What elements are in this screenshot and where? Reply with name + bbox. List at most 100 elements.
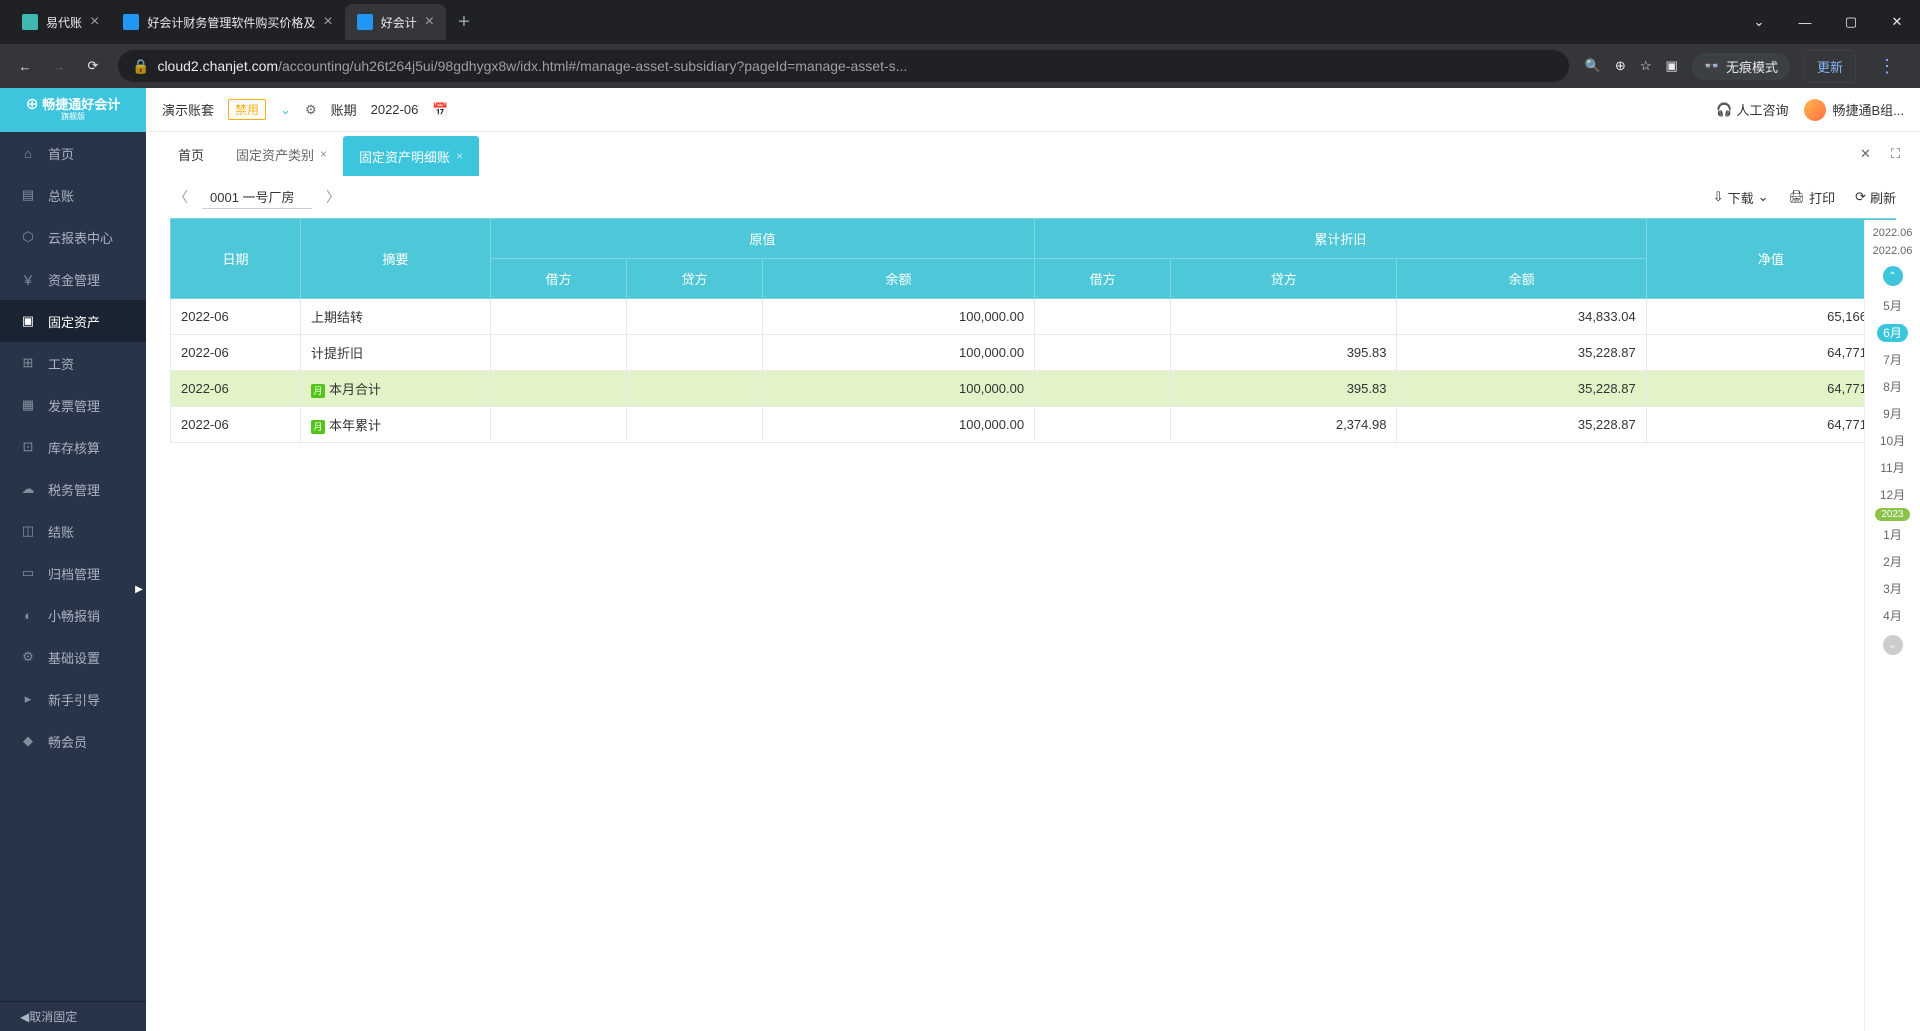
sidebar-item-税务管理[interactable]: ☁税务管理 xyxy=(0,468,146,510)
more-icon[interactable]: ⋮ xyxy=(1870,56,1904,77)
menu-label: 结账 xyxy=(48,522,74,541)
sidebar-item-归档管理[interactable]: ▭归档管理 xyxy=(0,552,146,594)
refresh-button[interactable]: ⟳ 刷新 xyxy=(1855,188,1896,207)
bookmark-icon[interactable]: ☆ xyxy=(1640,58,1652,74)
rail-month[interactable]: 10月 xyxy=(1877,427,1908,454)
menu-label: 归档管理 xyxy=(48,564,100,583)
user-menu[interactable]: 畅捷通B组... xyxy=(1804,99,1904,121)
forward-button[interactable]: → xyxy=(42,51,76,82)
maximize-button[interactable]: ▢ xyxy=(1828,0,1874,44)
reload-button[interactable]: ⟳ xyxy=(76,50,110,82)
browser-tab[interactable]: 好会计财务管理软件购买价格及 × xyxy=(111,4,344,40)
sidebar-item-库存核算[interactable]: ⊡库存核算 xyxy=(0,426,146,468)
rail-month[interactable]: 6月 xyxy=(1877,319,1908,346)
fullscreen-icon[interactable]: ⛶ xyxy=(1887,142,1904,166)
sidebar-item-固定资产[interactable]: ▣固定资产 xyxy=(0,300,146,342)
extension-icon[interactable]: ▣ xyxy=(1665,58,1677,74)
url-domain: cloud2.chanjet.com xyxy=(157,58,278,74)
pin-toggle[interactable]: ◀ 取消固定 xyxy=(0,1001,146,1031)
logo[interactable]: ⊕ 畅捷通好会计 旗舰版 xyxy=(0,88,146,132)
close-window-button[interactable]: ✕ xyxy=(1874,0,1920,44)
asset-select[interactable]: 0001 一号厂房 xyxy=(202,185,312,209)
logo-main: ⊕ 畅捷通好会计 xyxy=(26,98,121,112)
table-row[interactable]: 2022-06 月本月合计 100,000.00 395.83 35,228.8… xyxy=(171,371,1896,407)
table-container: 日期 摘要 原值 累计折旧 净值 借方 贷方 余额 借方 贷方 余额 xyxy=(146,218,1920,1031)
rail-month[interactable]: 9月 xyxy=(1877,400,1908,427)
table-row[interactable]: 2022-06 计提折旧 100,000.00 395.83 35,228.87… xyxy=(171,335,1896,371)
account-selector[interactable]: 演示账套 xyxy=(162,100,214,119)
next-asset-button[interactable]: 〉 xyxy=(322,183,344,211)
sidebar-item-小畅报销[interactable]: ◐小畅报销 xyxy=(0,594,146,636)
sidebar-item-资金管理[interactable]: ￥资金管理 xyxy=(0,258,146,300)
tab-close-icon[interactable]: × xyxy=(323,13,332,31)
tag-dropdown-icon[interactable]: ⌄ xyxy=(280,102,291,118)
chevron-down-icon[interactable]: ⌄ xyxy=(1736,0,1782,44)
update-button[interactable]: 更新 xyxy=(1804,50,1856,83)
download-button[interactable]: ⇩ 下载 ⌄ xyxy=(1713,188,1769,207)
menu-label: 税务管理 xyxy=(48,480,100,499)
summary-badge-icon: 月 xyxy=(311,384,325,398)
url-path: /accounting/uh26t264j5ui/98gdhygx8w/idx.… xyxy=(278,58,907,74)
page-tab-close-icon[interactable]: × xyxy=(320,147,327,161)
sidebar: ⊕ 畅捷通好会计 旗舰版 ⌂ 首页 ▤总账⬡云报表中心￥资金管理▣固定资产⊞工资▦发… xyxy=(0,88,146,1031)
rail-month[interactable]: 2月 xyxy=(1883,548,1902,575)
rail-month[interactable]: 11月 xyxy=(1877,454,1908,481)
page-tab-close-icon[interactable]: × xyxy=(456,149,463,163)
print-button[interactable]: 🖨 打印 xyxy=(1789,188,1836,207)
rail-scroll-up[interactable]: ⌃ xyxy=(1883,266,1903,286)
page-tab[interactable]: 固定资产类别× xyxy=(220,132,343,176)
sidebar-item-新手引导[interactable]: ▸新手引导 xyxy=(0,678,146,720)
user-name: 畅捷通B组... xyxy=(1832,100,1904,119)
cell-dep-balance: 35,228.87 xyxy=(1397,335,1646,371)
sidebar-item-工资[interactable]: ⊞工资 xyxy=(0,342,146,384)
menu-icon: ▤ xyxy=(20,187,36,203)
rail-year[interactable]: 2022.06 xyxy=(1873,242,1913,260)
rail-month[interactable]: 7月 xyxy=(1877,346,1908,373)
rail-month[interactable]: 5月 xyxy=(1877,292,1908,319)
new-tab-button[interactable]: + xyxy=(446,11,482,34)
cell-summary: 计提折旧 xyxy=(301,335,491,371)
rail-month[interactable]: 3月 xyxy=(1883,575,1902,602)
rail-month[interactable]: 4月 xyxy=(1883,602,1902,629)
calendar-icon[interactable]: 📅 xyxy=(432,102,448,118)
tab-title: 好会计财务管理软件购买价格及 xyxy=(147,14,315,31)
page-tab[interactable]: 首页 xyxy=(162,132,220,176)
consult-button[interactable]: 🎧 人工咨询 xyxy=(1716,100,1788,119)
browser-tab[interactable]: 易代账 × xyxy=(10,4,111,40)
back-button[interactable]: ← xyxy=(8,51,42,82)
url-input[interactable]: 🔒 cloud2.chanjet.com /accounting/uh26t26… xyxy=(118,50,1569,82)
search-icon[interactable]: 🔍 xyxy=(1585,58,1601,74)
gear-icon[interactable]: ⚙ xyxy=(305,102,317,118)
sidebar-item-畅会员[interactable]: ◆畅会员 xyxy=(0,720,146,762)
logo-sub: 旗舰版 xyxy=(61,113,85,122)
table-row[interactable]: 2022-06 上期结转 100,000.00 34,833.04 65,166… xyxy=(171,299,1896,335)
sidebar-item-发票管理[interactable]: ▦发票管理 xyxy=(0,384,146,426)
sidebar-collapse-handle[interactable]: ▶ xyxy=(134,560,144,620)
tab-close-icon[interactable]: × xyxy=(425,13,434,31)
sidebar-item-总账[interactable]: ▤总账 xyxy=(0,174,146,216)
refresh-label: 刷新 xyxy=(1870,188,1896,207)
rail-month[interactable]: 8月 xyxy=(1877,373,1908,400)
translate-icon[interactable]: ⊕ xyxy=(1615,58,1626,74)
rail-month[interactable]: 1月 xyxy=(1883,521,1902,548)
sidebar-item-基础设置[interactable]: ⚙基础设置 xyxy=(0,636,146,678)
minimize-button[interactable]: — xyxy=(1782,0,1828,44)
page-tab[interactable]: 固定资产明细账× xyxy=(343,136,479,176)
rail-scroll-down[interactable]: ⌄ xyxy=(1883,635,1903,655)
prev-asset-button[interactable]: 〈 xyxy=(170,183,192,211)
close-all-tabs-icon[interactable]: ✕ xyxy=(1856,142,1875,166)
menu-label: 首页 xyxy=(48,144,74,163)
rail-year[interactable]: 2022.06 xyxy=(1873,224,1913,242)
tab-close-icon[interactable]: × xyxy=(90,13,99,31)
sidebar-item-结账[interactable]: ◫结账 xyxy=(0,510,146,552)
sidebar-item-首页[interactable]: ⌂ 首页 xyxy=(0,132,146,174)
menu-icon: ⌂ xyxy=(20,146,36,161)
browser-tab[interactable]: 好会计 × xyxy=(345,4,446,40)
rail-month[interactable]: 12月 xyxy=(1877,481,1908,508)
sidebar-item-云报表中心[interactable]: ⬡云报表中心 xyxy=(0,216,146,258)
rail-month-label: 1月 xyxy=(1883,528,1902,542)
cell-dep-credit xyxy=(1171,299,1397,335)
menu-icon: ▣ xyxy=(20,313,36,329)
table-row[interactable]: 2022-06 月本年累计 100,000.00 2,374.98 35,228… xyxy=(171,407,1896,443)
cell-date: 2022-06 xyxy=(171,335,301,371)
